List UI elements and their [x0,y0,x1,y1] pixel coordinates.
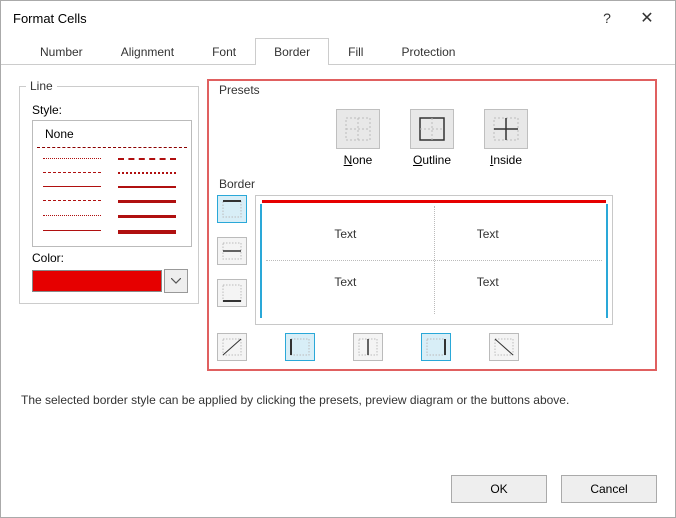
tab-alignment[interactable]: Alignment [102,38,193,65]
tab-border[interactable]: Border [255,38,329,65]
border-left-icon [290,338,310,356]
chevron-down-icon [171,278,181,284]
format-cells-dialog: Format Cells ? ✕ Number Alignment Font B… [0,0,676,518]
line-style-option[interactable] [43,172,101,173]
border-section: Border [217,177,647,361]
border-vmiddle-icon [358,338,378,356]
presets-border-region: Presets None [207,79,657,371]
dialog-footer: OK Cancel [451,475,657,503]
border-diag-up-button[interactable] [217,333,247,361]
border-bottom-icon [222,284,242,302]
color-swatch[interactable] [32,270,162,292]
line-style-option[interactable] [118,186,176,188]
preset-none-icon [344,116,372,142]
preset-none-button[interactable] [336,109,380,149]
border-top-icon [222,200,242,218]
line-style-option[interactable] [43,230,101,231]
line-style-option[interactable] [43,186,101,187]
titlebar: Format Cells ? ✕ [1,1,675,35]
border-area: Text Text Text Text [217,195,647,325]
preset-outline-button[interactable] [410,109,454,149]
border-hmiddle-button[interactable] [217,237,247,265]
line-legend: Line [26,79,57,93]
color-dropdown-button[interactable] [164,269,188,293]
tab-protection[interactable]: Protection [382,38,474,65]
preview-v-guide [434,206,435,314]
color-label: Color: [32,251,192,265]
border-diag-down-icon [494,338,514,356]
line-style-option[interactable] [118,200,176,203]
edge-buttons-left [217,195,247,325]
border-right-icon [426,338,446,356]
preview-left-border [260,204,262,318]
border-diag-up-icon [222,338,242,356]
line-style-option[interactable] [43,200,101,201]
tab-number[interactable]: Number [21,38,102,65]
style-label: Style: [32,103,192,117]
border-vmiddle-button[interactable] [353,333,383,361]
edge-buttons-bottom [217,333,647,361]
border-bottom-button[interactable] [217,279,247,307]
border-top-button[interactable] [217,195,247,223]
presets-row: None Outline [217,101,647,171]
border-diag-down-button[interactable] [489,333,519,361]
border-heading: Border [219,177,647,191]
line-style-option[interactable] [43,215,101,216]
color-picker [32,269,192,293]
preview-text-bl: Text [334,275,356,289]
tab-strip: Number Alignment Font Border Fill Protec… [1,35,675,65]
line-style-grid [37,148,187,238]
preview-text-tr: Text [477,227,499,241]
help-button[interactable]: ? [587,4,627,32]
preview-text-tl: Text [334,227,356,241]
line-style-option[interactable] [118,172,176,174]
preview-top-border [262,200,606,203]
preset-outline: Outline [410,109,454,167]
tab-fill[interactable]: Fill [329,38,382,65]
ok-button[interactable]: OK [451,475,547,503]
preset-inside-label: Inside [490,153,522,167]
tab-font[interactable]: Font [193,38,255,65]
preview-right-border [606,204,608,318]
line-style-option[interactable] [118,230,176,234]
preset-outline-icon [418,116,446,142]
border-hmiddle-icon [222,242,242,260]
line-panel: Line Style: None [19,79,199,371]
presets-heading: Presets [219,83,647,97]
preset-inside: Inside [484,109,528,167]
line-group: Line Style: None [19,79,199,304]
line-style-none[interactable]: None [37,125,187,148]
border-left-button[interactable] [285,333,315,361]
line-style-picker[interactable]: None [32,120,192,247]
cancel-button[interactable]: Cancel [561,475,657,503]
line-style-option[interactable] [43,158,101,159]
preset-outline-label: Outline [413,153,451,167]
preview-text-br: Text [477,275,499,289]
preset-inside-icon [492,116,520,142]
line-style-option[interactable] [118,215,176,218]
dialog-body: Line Style: None [1,65,675,377]
border-right-button[interactable] [421,333,451,361]
preset-inside-button[interactable] [484,109,528,149]
close-button[interactable]: ✕ [627,4,667,32]
hint-text: The selected border style can be applied… [21,393,655,407]
dialog-title: Format Cells [13,11,587,26]
preset-none: None [336,109,380,167]
line-style-option[interactable] [118,158,176,160]
preset-none-label: None [344,153,373,167]
border-preview[interactable]: Text Text Text Text [255,195,613,325]
